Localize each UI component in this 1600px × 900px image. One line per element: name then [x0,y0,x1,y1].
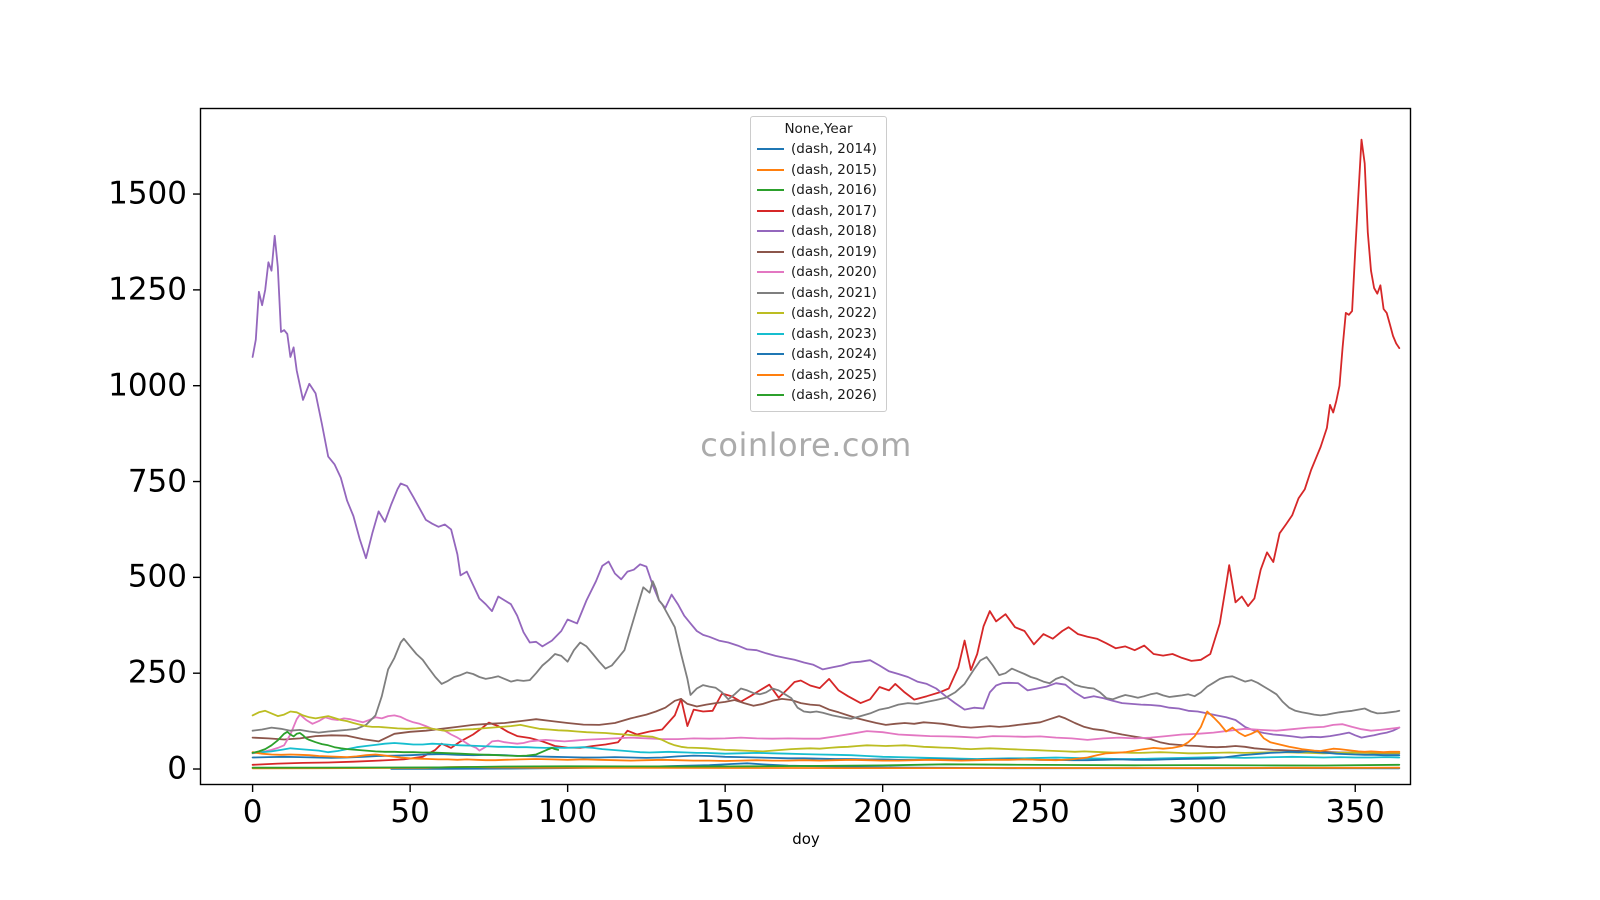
legend-swatch-icon [757,353,784,356]
legend-swatch-icon [757,312,784,315]
watermark: coinlore.com [700,426,912,464]
legend-item-label: (dash, 2024) [791,346,877,362]
series-line--dash-2026- [251,730,560,757]
series-line--dash-2018- [251,234,1401,739]
x-tick-label: 250 [1010,794,1070,830]
legend-item: (dash, 2022) [757,303,880,324]
legend-item: (dash, 2020) [757,262,880,283]
legend-swatch-icon [757,168,784,171]
series-line--dash-2016- [251,763,1401,769]
y-tick-label: 0 [167,750,187,787]
legend-swatch-icon [757,209,784,212]
legend-item-label: (dash, 2025) [791,366,877,383]
plot-frame [199,107,1412,786]
y-tick-label: 1250 [108,271,187,308]
series-line--dash-2021- [251,580,1401,734]
legend-item: (dash, 2017) [757,201,880,222]
legend-item: (dash, 2025) [757,365,880,386]
legend-item-label: (dash, 2026) [791,387,877,403]
legend-item-label: (dash, 2019) [791,243,877,260]
x-tick-label: 100 [538,794,598,830]
x-tick-label: 300 [1168,794,1228,830]
series-line--dash-2020- [251,713,1401,755]
legend-item: (dash, 2015) [757,160,880,181]
series-line--dash-2019- [251,698,1401,755]
legend-swatch-icon [757,332,784,335]
series-line--dash-2022- [251,709,1401,755]
x-axis-label: doy [792,830,820,848]
legend-item: (dash, 2014) [757,139,880,160]
legend-item-label: (dash, 2021) [791,284,877,301]
y-tick-label: 500 [127,558,187,595]
legend-title: None,Year [784,121,853,137]
x-tick-label: 150 [695,794,755,830]
legend-item: (dash, 2026) [757,385,880,406]
legend-item-label: (dash, 2016) [791,182,877,198]
legend-item-label: (dash, 2020) [791,264,877,280]
y-tick-label: 250 [127,654,187,691]
series-line--dash-2023- [251,742,1401,760]
y-tick-label: 1500 [108,175,187,212]
y-tick-label: 1000 [108,367,187,404]
series-line--dash-2025- [251,710,1401,762]
legend-item-label: (dash, 2022) [791,305,877,321]
legend-swatch-icon [757,230,784,233]
legend-item: (dash, 2019) [757,242,880,263]
legend-item: (dash, 2023) [757,324,880,345]
legend-swatch-icon [757,250,784,253]
legend-swatch-icon [757,271,784,274]
legend-item-label: (dash, 2018) [791,223,877,239]
legend-swatch-icon [757,394,784,397]
series-line--dash-2024- [251,750,1401,762]
legend-item-label: (dash, 2023) [791,325,877,342]
legend-swatch-icon [757,373,784,376]
legend-item-label: (dash, 2015) [791,161,877,178]
x-tick-label: 0 [242,794,263,830]
legend-item-label: (dash, 2017) [791,202,877,219]
legend: None,Year (dash, 2014) (dash, 2015) (dash,… [750,116,887,412]
legend-item-label: (dash, 2014) [791,141,877,157]
legend-rows: (dash, 2014) (dash, 2015) (dash, 2016) (das… [757,139,880,406]
x-tick-label: 350 [1325,794,1385,830]
legend-swatch-icon [757,189,784,192]
y-tick-label: 750 [127,463,187,500]
legend-swatch-icon [757,291,784,294]
legend-item: (dash, 2021) [757,283,880,304]
legend-item: (dash, 2018) [757,221,880,242]
legend-item: (dash, 2016) [757,180,880,201]
x-tick-label: 50 [390,794,430,830]
legend-item: (dash, 2024) [757,344,880,365]
legend-swatch-icon [757,148,784,151]
x-tick-label: 200 [853,794,913,830]
